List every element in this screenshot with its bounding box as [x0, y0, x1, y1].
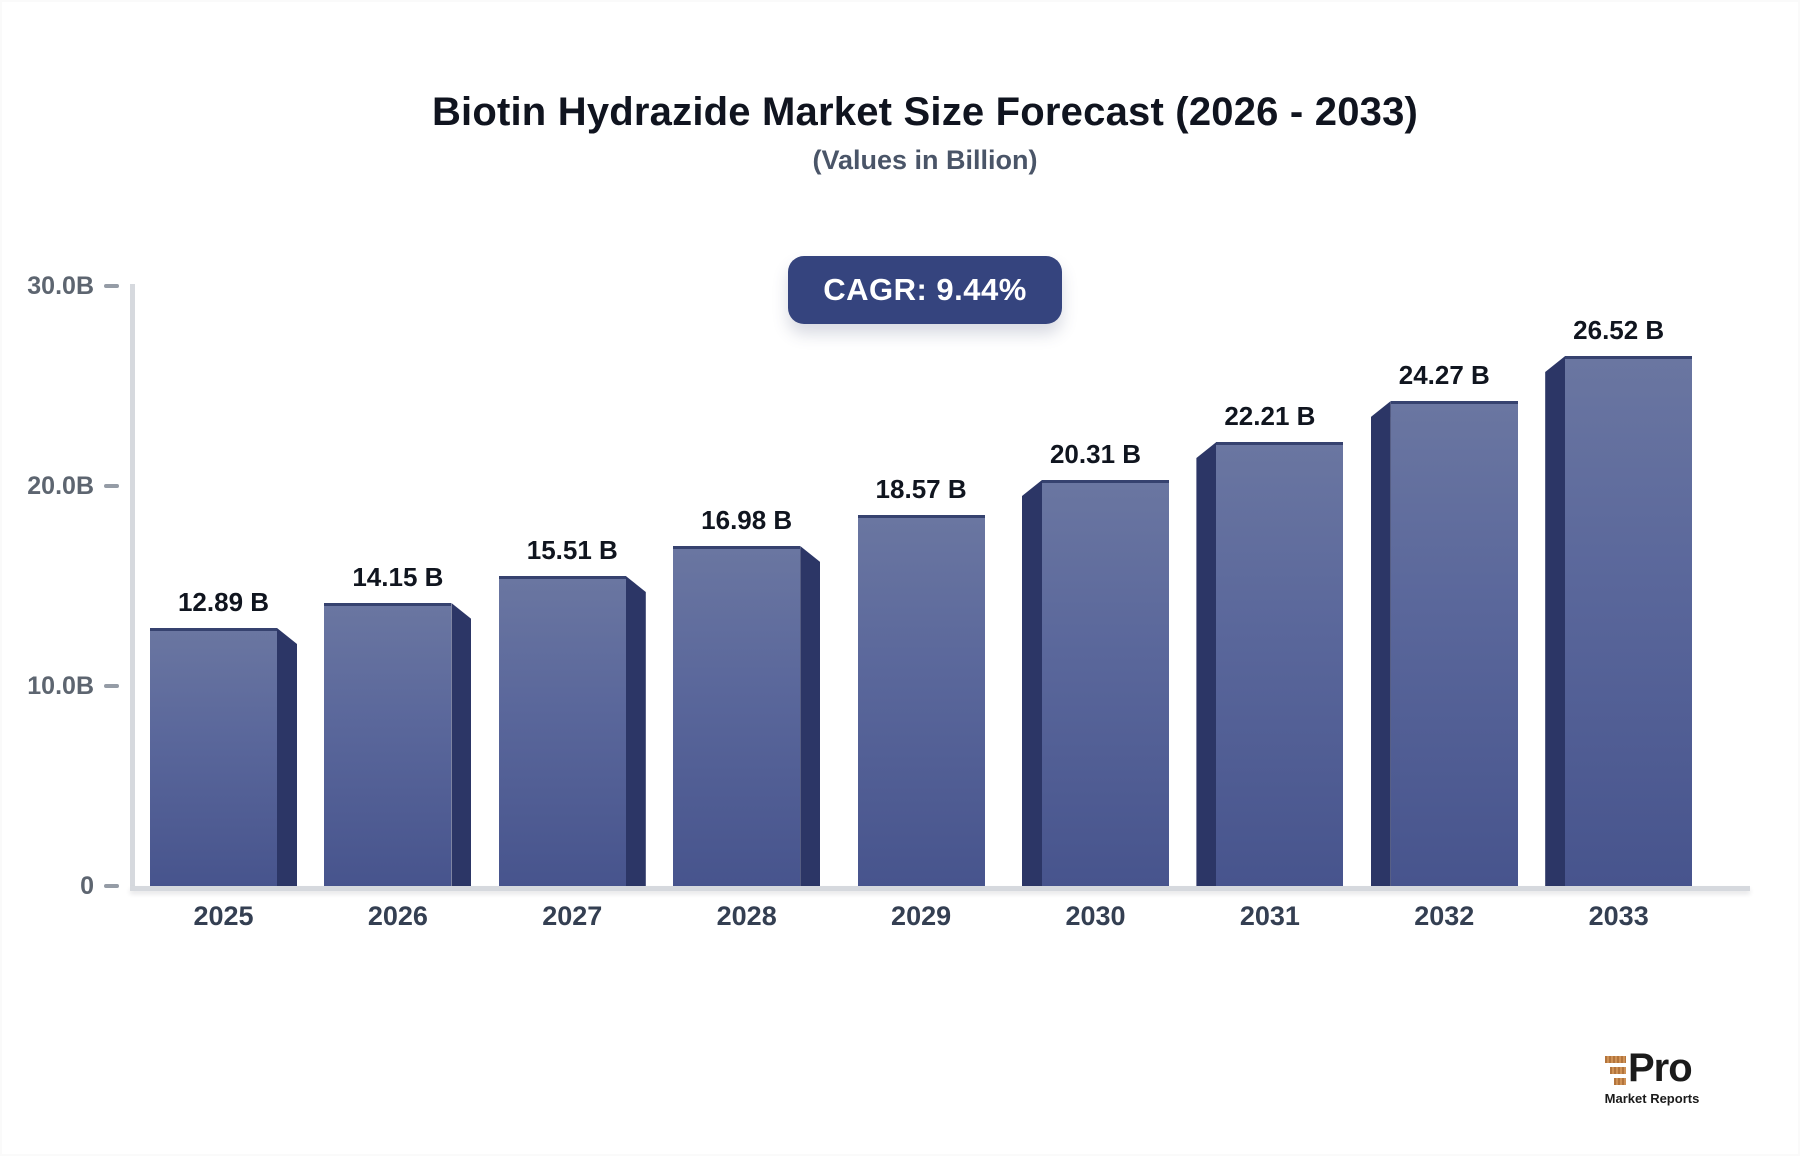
- bar-value-label: 26.52 B: [1573, 315, 1665, 345]
- y-tick-mark: [104, 484, 119, 488]
- x-tick-label: 2031: [1239, 901, 1300, 931]
- bar-value-label: 20.31 B: [1049, 439, 1142, 469]
- y-tick-label: 0: [80, 872, 94, 900]
- chart-title: Biotin Hydrazide Market Size Forecast (2…: [431, 90, 1419, 134]
- logo-name: Pro: [1628, 1046, 1693, 1090]
- cagr-label: CAGR: 9.44%: [823, 272, 1027, 307]
- x-tick-label: 2025: [193, 901, 254, 931]
- x-tick-label: 2029: [891, 901, 952, 931]
- bar-2025: [150, 628, 297, 886]
- bar-2032: [1370, 401, 1518, 886]
- y-tick-mark: [104, 284, 119, 288]
- logo-stripe: [1610, 1067, 1626, 1074]
- x-tick-label: 2028: [716, 901, 777, 931]
- logo-stripe: [1605, 1056, 1626, 1063]
- x-axis-labels: 2025 2026 2027 2028 2029 2030 2031 2032 2033: [0, 901, 1800, 941]
- bar-value-label: 24.27 B: [1398, 360, 1490, 390]
- logo-stripe: [1614, 1078, 1626, 1085]
- bar-value-label: 12.89 B: [177, 587, 270, 617]
- bar-side-face: [800, 546, 821, 886]
- bar-side-face: [1370, 401, 1391, 886]
- y-tick-mark: [104, 684, 119, 688]
- logo-stripes-icon: [1604, 1056, 1626, 1085]
- bar-face: [673, 546, 801, 886]
- bar-face: [1216, 442, 1344, 886]
- bar-face: [857, 515, 985, 886]
- bar-side-face: [625, 576, 646, 886]
- y-tick-mark: [104, 884, 119, 888]
- bar-2028: [673, 546, 821, 886]
- bar-2029: [857, 515, 985, 886]
- bar-value-label: 16.98 B: [701, 505, 793, 535]
- bar-side-face: [451, 603, 472, 886]
- y-tick-label: 30.0B: [27, 272, 94, 300]
- cagr-badge: CAGR: 9.44%: [788, 256, 1062, 324]
- bar-2033: [1545, 356, 1693, 886]
- x-tick-label: 2032: [1414, 901, 1475, 931]
- bar-2026: [324, 603, 472, 886]
- bar-2030: [1022, 480, 1169, 886]
- chart-subtitle: (Values in Billion): [812, 145, 1038, 175]
- bar-2027: [498, 576, 646, 886]
- bar-face: [150, 628, 277, 886]
- y-axis-line: [130, 284, 135, 888]
- logo-mark: Pro: [1604, 1047, 1700, 1089]
- bar-side-face: [277, 628, 297, 886]
- x-tick-label: 2033: [1588, 901, 1649, 931]
- chart-header: Biotin Hydrazide Market Size Forecast (2…: [50, 90, 1800, 176]
- x-tick-label: 2030: [1065, 901, 1126, 931]
- bar-face: [498, 576, 626, 886]
- bar-side-face: [1196, 442, 1217, 886]
- y-tick-label: 20.0B: [27, 472, 94, 500]
- bar-side-face: [1545, 356, 1566, 886]
- y-tick-label: 10.0B: [27, 672, 94, 700]
- bar-face: [1565, 356, 1693, 886]
- bar-side-face: [1022, 480, 1042, 886]
- bar-value-label: 14.15 B: [352, 562, 444, 592]
- brand-logo: Pro Market Reports: [1604, 1047, 1700, 1106]
- bar-face: [324, 603, 452, 886]
- x-axis-line: [130, 886, 1750, 891]
- x-tick-label: 2027: [542, 901, 603, 931]
- bar-value-label: 15.51 B: [526, 535, 618, 565]
- bar-value-label: 18.57 B: [875, 474, 967, 504]
- logo-tagline: Market Reports: [1604, 1091, 1700, 1106]
- bar-face: [1390, 401, 1518, 886]
- x-tick-label: 2026: [367, 901, 428, 931]
- bar-2031: [1196, 442, 1344, 886]
- bar-face: [1042, 480, 1169, 886]
- bar-value-label: 22.21 B: [1224, 401, 1316, 431]
